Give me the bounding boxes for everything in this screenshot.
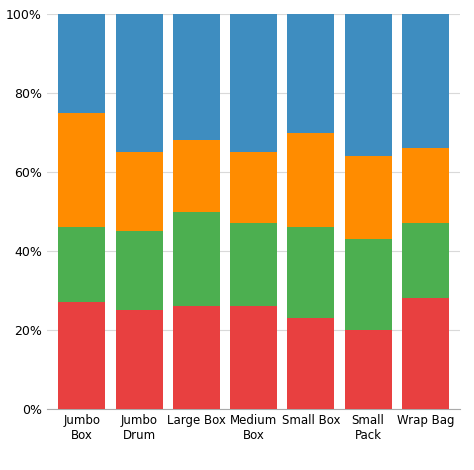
Bar: [58, 14, 105, 113]
Bar: [58, 227, 105, 302]
Bar: [287, 133, 334, 227]
Bar: [173, 141, 220, 212]
Bar: [402, 298, 449, 409]
Bar: [345, 156, 392, 239]
Bar: [402, 14, 449, 149]
Bar: [230, 223, 277, 306]
Bar: [173, 212, 220, 306]
Bar: [345, 14, 392, 156]
Bar: [287, 318, 334, 409]
Bar: [173, 306, 220, 409]
Bar: [116, 231, 163, 310]
Bar: [230, 14, 277, 152]
Bar: [230, 152, 277, 223]
Bar: [345, 239, 392, 330]
Bar: [173, 14, 220, 141]
Bar: [402, 223, 449, 298]
Bar: [287, 227, 334, 318]
Bar: [58, 113, 105, 227]
Bar: [402, 149, 449, 223]
Bar: [287, 14, 334, 133]
Bar: [58, 302, 105, 409]
Bar: [116, 14, 163, 152]
Bar: [345, 330, 392, 409]
Bar: [116, 152, 163, 231]
Bar: [116, 310, 163, 409]
Bar: [230, 306, 277, 409]
